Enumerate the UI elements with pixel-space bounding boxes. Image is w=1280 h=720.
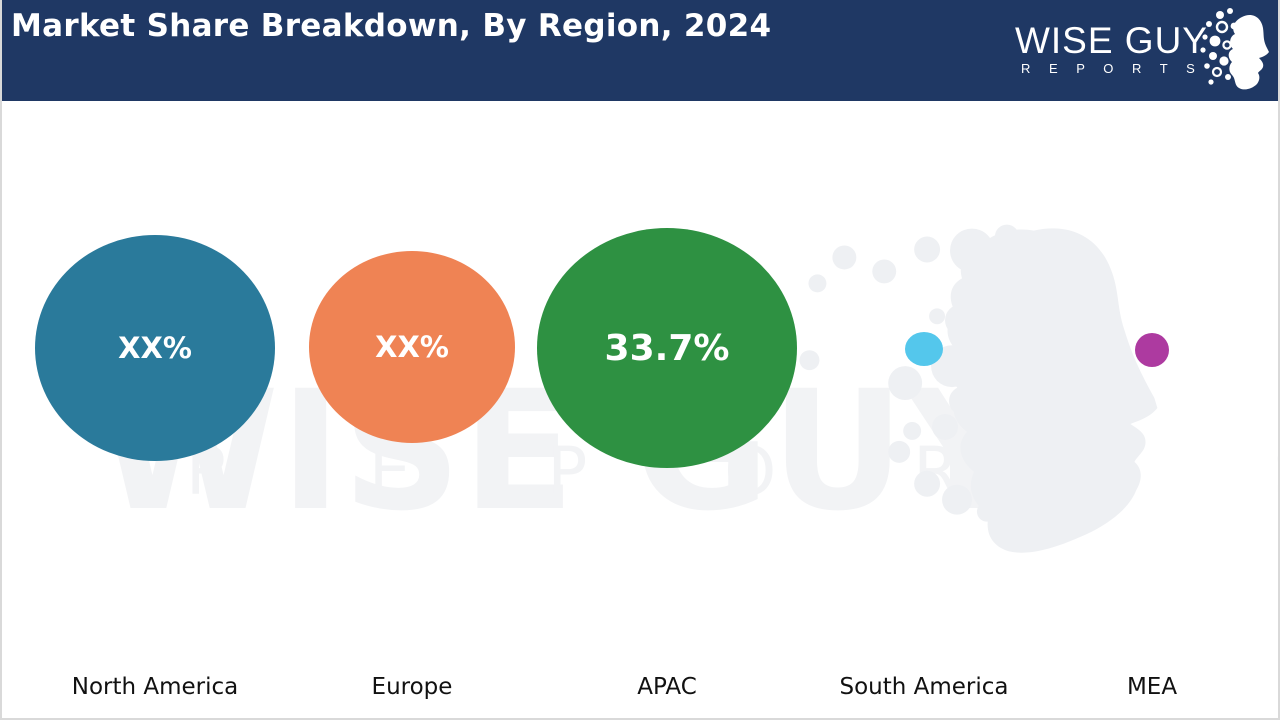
- bubble-value-apac: 33.7%: [604, 327, 730, 369]
- bubble-europe: XX%: [309, 251, 515, 443]
- bubble-value-north-america: XX%: [118, 331, 192, 365]
- bubble-value-europe: XX%: [375, 330, 449, 364]
- logo-wordmark-line2: R E P O R T S: [1020, 61, 1203, 76]
- category-label-north-america: North America: [71, 674, 239, 700]
- category-label-south-america: South America: [839, 674, 1009, 700]
- logo-wordmark-line1: WISE GUY: [1014, 20, 1208, 61]
- category-label-apac: APAC: [637, 674, 697, 700]
- bubble-mea: [1135, 333, 1169, 367]
- category-label-europe: Europe: [371, 674, 453, 700]
- brand-logo: WISE GUY R E P O R T S: [1015, 4, 1276, 96]
- bubble-south-america: [905, 332, 943, 366]
- category-label-mea: MEA: [1126, 674, 1178, 700]
- logo-face-icon: [1200, 8, 1269, 90]
- bubble-north-america: XX%: [35, 235, 275, 461]
- bubble-chart: WISE GUY R E P O R T S: [2, 101, 1278, 718]
- header: Market Share Breakdown, By Region, 2024 …: [2, 0, 1278, 101]
- bubble-apac: 33.7%: [537, 228, 797, 468]
- logo-wordmark: WISE GUY R E P O R T S: [1015, 22, 1208, 75]
- watermark-face-icon: [799, 224, 1158, 553]
- page-title: Market Share Breakdown, By Region, 2024: [11, 8, 772, 44]
